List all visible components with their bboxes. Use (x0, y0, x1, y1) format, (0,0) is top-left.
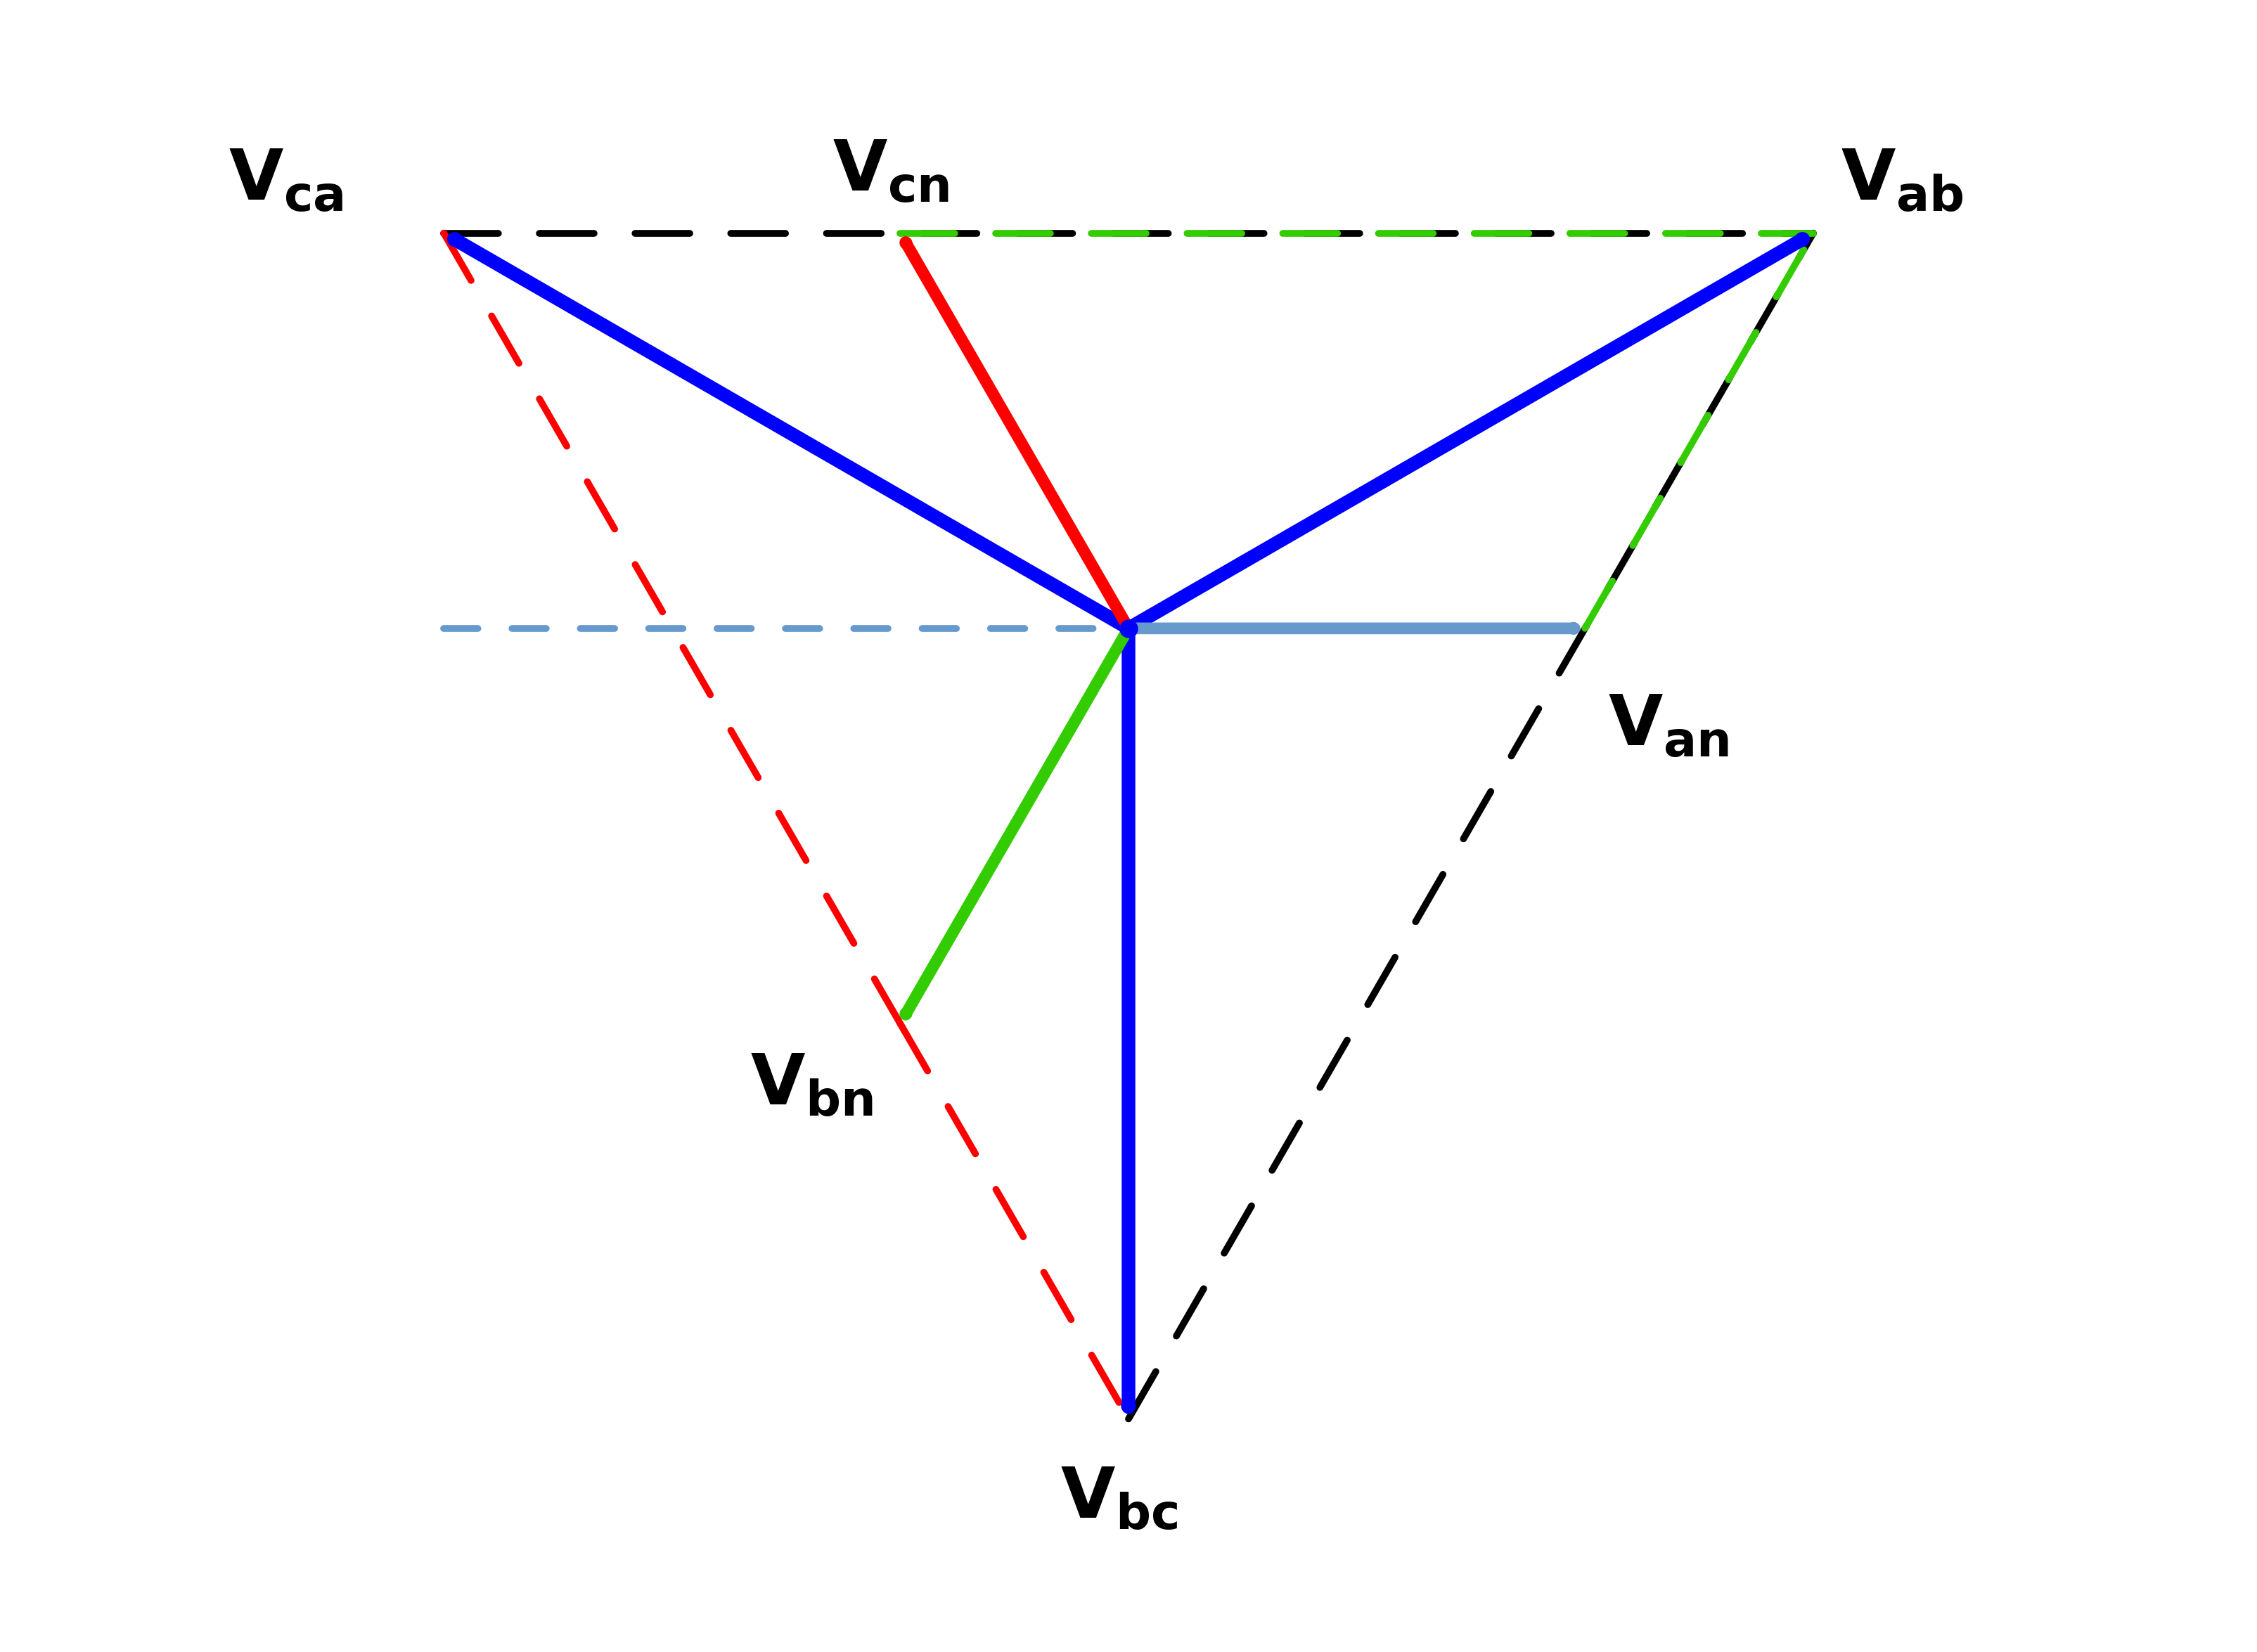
Text: $\mathbf{V_{bc}}$: $\mathbf{V_{bc}}$ (1061, 1465, 1178, 1533)
Text: $\mathbf{V_{ab}}$: $\mathbf{V_{ab}}$ (1842, 147, 1964, 215)
Text: $\mathbf{V_{cn}}$: $\mathbf{V_{cn}}$ (833, 137, 950, 206)
Text: $\mathbf{V_{bn}}$: $\mathbf{V_{bn}}$ (749, 1051, 873, 1118)
Text: $\mathbf{V_{an}}$: $\mathbf{V_{an}}$ (1607, 692, 1729, 760)
Text: $\mathbf{V_{ca}}$: $\mathbf{V_{ca}}$ (228, 147, 343, 215)
